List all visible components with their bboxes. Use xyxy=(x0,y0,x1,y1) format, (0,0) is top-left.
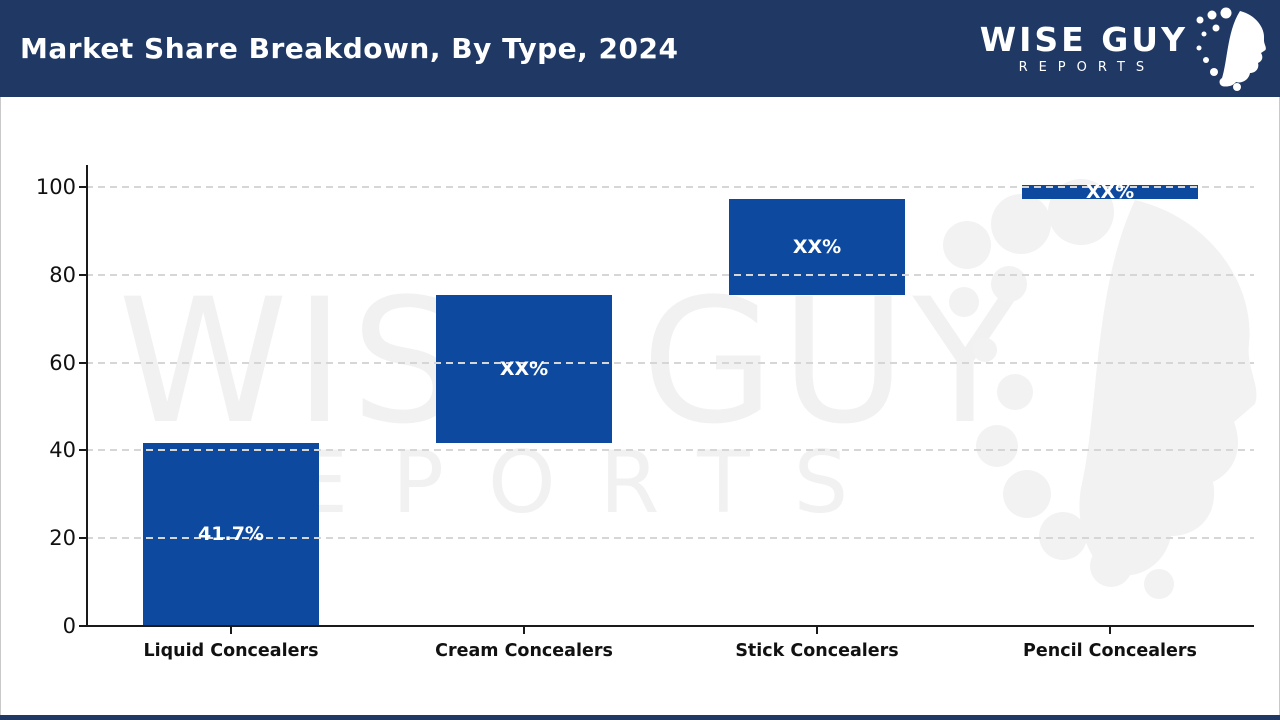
x-axis-spine xyxy=(86,625,1254,627)
y-tick-label: 40 xyxy=(49,438,76,463)
gridline-80 xyxy=(86,273,1254,276)
gridline-100 xyxy=(86,186,1254,188)
logo-subtitle: REPORTS xyxy=(1018,59,1156,75)
y-tick-label: 100 xyxy=(35,175,76,199)
logo-text: WISE GUY REPORTS xyxy=(980,23,1188,75)
bar-3 xyxy=(1022,185,1198,199)
bar-value-label: XX% xyxy=(792,236,842,259)
bar-value-label: XX% xyxy=(1085,181,1135,204)
y-tick-label: 0 xyxy=(62,614,76,638)
y-tick-mark xyxy=(79,625,86,627)
bar-0 xyxy=(143,442,319,626)
header-bar: Market Share Breakdown, By Type, 2024 WI… xyxy=(0,0,1280,97)
gridline-20 xyxy=(86,537,1254,540)
y-tick-mark xyxy=(79,537,86,540)
x-tick-mark xyxy=(230,627,232,634)
y-tick-mark xyxy=(79,273,86,276)
y-tick-label: 80 xyxy=(49,262,76,287)
y-tick-label: 20 xyxy=(49,526,76,551)
x-category-label: Pencil Concealers xyxy=(1023,641,1197,661)
x-category-label: Liquid Concealers xyxy=(143,641,319,661)
y-tick-mark xyxy=(79,361,86,364)
x-tick-mark xyxy=(523,627,525,634)
bar-1 xyxy=(436,295,612,443)
bar-value-label: XX% xyxy=(499,358,549,381)
y-axis-spine xyxy=(86,165,88,627)
gridline-60 xyxy=(86,361,1254,364)
x-tick-mark xyxy=(816,627,818,634)
y-tick-label: 60 xyxy=(49,350,76,375)
logo-face-icon xyxy=(1196,7,1266,91)
footer-bar xyxy=(0,715,1280,720)
y-tick-mark xyxy=(79,186,86,188)
x-tick-mark xyxy=(1109,627,1111,634)
chart-title: Market Share Breakdown, By Type, 2024 xyxy=(20,32,679,65)
x-category-label: Cream Concealers xyxy=(435,641,613,661)
logo-wordmark: WISE GUY xyxy=(979,19,1188,59)
bar-value-label: 41.7% xyxy=(198,523,264,546)
y-tick-mark xyxy=(79,449,86,452)
wiseguy-logo: WISE GUY REPORTS xyxy=(980,7,1270,91)
watermark-face-icon xyxy=(943,179,1257,599)
bar-2 xyxy=(729,198,905,296)
gridline-40 xyxy=(86,449,1254,452)
x-category-label: Stick Concealers xyxy=(735,641,899,661)
